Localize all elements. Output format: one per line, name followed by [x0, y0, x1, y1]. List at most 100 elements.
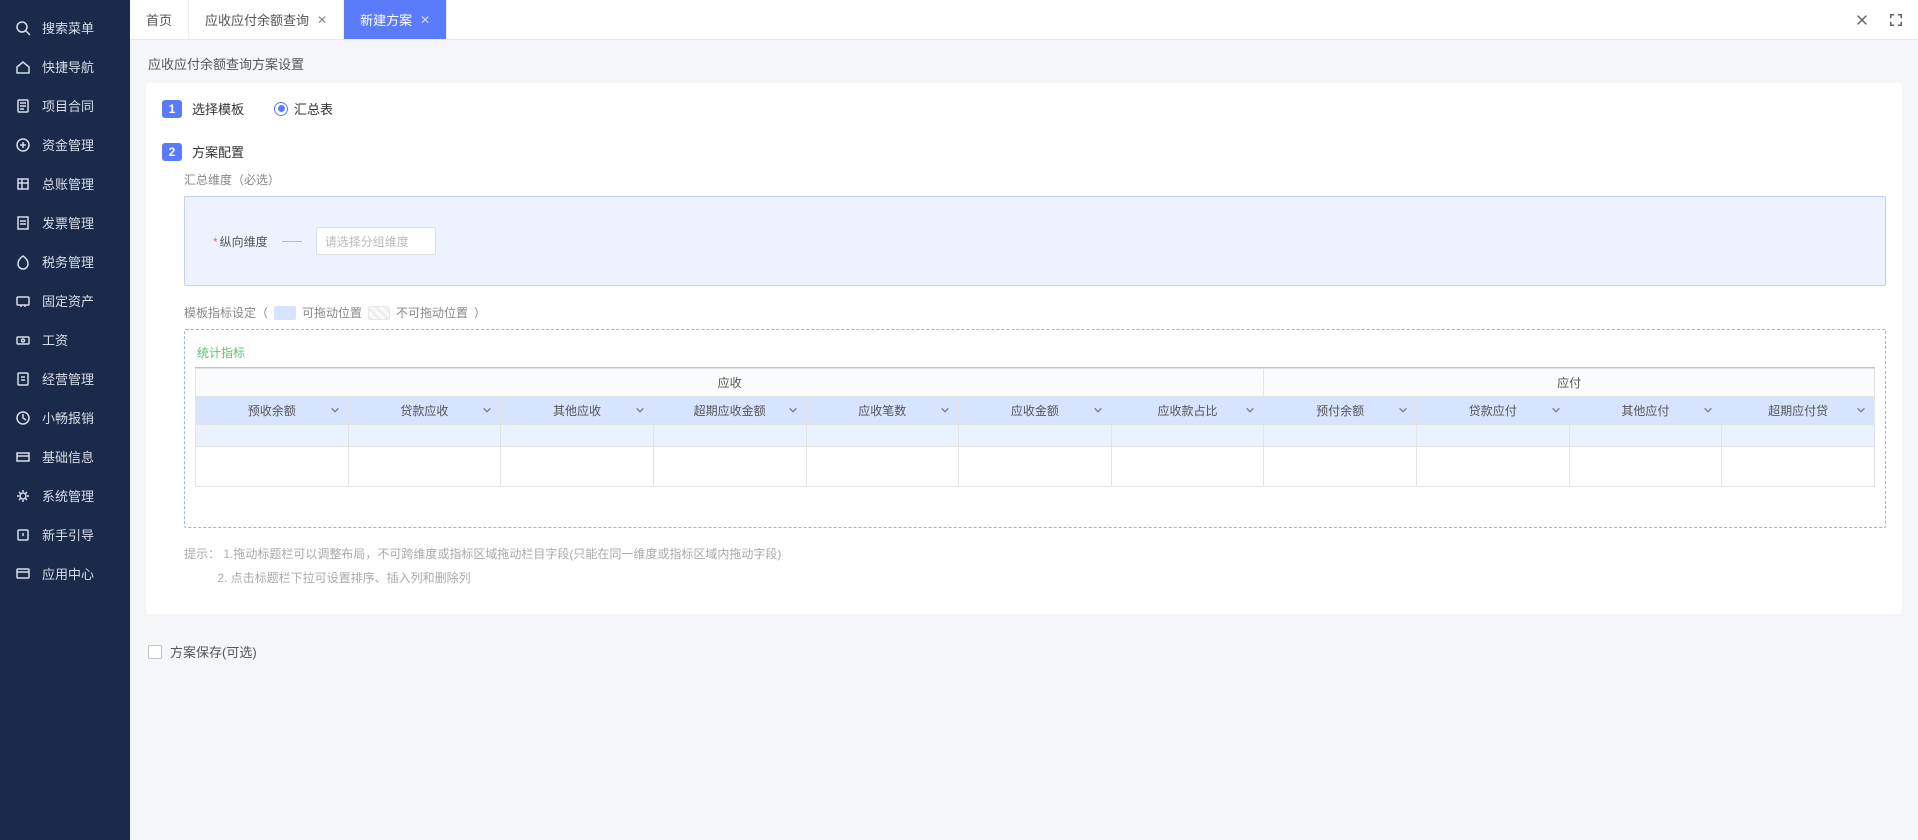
sidebar-item-ledger[interactable]: 总账管理 [0, 164, 130, 203]
blank-cell [1722, 447, 1875, 487]
blank-cell [1569, 447, 1722, 487]
column-header[interactable]: 预付余额 [1264, 397, 1417, 425]
blank-cell [806, 447, 959, 487]
main-area: 首页应收应付余额查询✕新建方案✕ 应收应付余额查询方案设置 1 选择模板 [130, 0, 1918, 840]
contract-icon [14, 97, 32, 115]
column-header[interactable]: 其他应付 [1569, 397, 1722, 425]
chevron-down-icon[interactable] [1551, 404, 1561, 418]
chevron-down-icon[interactable] [1856, 404, 1866, 418]
sidebar-item-apps[interactable]: 应用中心 [0, 554, 130, 593]
sidebar-item-invoice[interactable]: 发票管理 [0, 203, 130, 242]
hint-1: 1.拖动标题栏可以调整布局，不可跨维度或指标区域拖动栏目字段(只能在同一维度或指… [223, 547, 781, 561]
empty-cell [196, 425, 349, 447]
chevron-down-icon[interactable] [482, 404, 492, 418]
radio-icon [274, 102, 288, 116]
column-header[interactable]: 其他应收 [501, 397, 654, 425]
column-header[interactable]: 贷款应付 [1417, 397, 1570, 425]
chevron-down-icon[interactable] [1093, 404, 1103, 418]
step1-row: 1 选择模板 汇总表 [162, 99, 1886, 118]
empty-cell [1111, 425, 1264, 447]
column-label: 预付余额 [1316, 404, 1364, 418]
sidebar-item-tax[interactable]: 税务管理 [0, 242, 130, 281]
hints-prefix: 提示： [184, 547, 220, 561]
save-scheme-checkbox[interactable] [148, 645, 162, 659]
column-header[interactable]: 超期应收金额 [653, 397, 806, 425]
chevron-down-icon[interactable] [940, 404, 950, 418]
hint-2: 2. 点击标题栏下拉可设置排序、插入列和删除列 [217, 571, 470, 585]
sidebar-item-guide[interactable]: 新手引导 [0, 515, 130, 554]
chevron-down-icon[interactable] [1245, 404, 1255, 418]
close-all-tabs-button[interactable] [1850, 8, 1874, 32]
page-title: 应收应付余额查询方案设置 [130, 40, 1918, 83]
home-icon [14, 58, 32, 76]
column-label: 应收款占比 [1158, 404, 1218, 418]
empty-cell [653, 425, 806, 447]
sidebar-item-label: 快捷导航 [42, 57, 94, 76]
tabs-bar: 首页应收应付余额查询✕ 新建方案 ✕ [130, 0, 1918, 40]
chevron-down-icon[interactable] [1703, 404, 1713, 418]
column-header[interactable]: 贷款应收 [348, 397, 501, 425]
sidebar-item-fund[interactable]: 资金管理 [0, 125, 130, 164]
empty-cell [1417, 425, 1570, 447]
sidebar-item-label: 发票管理 [42, 213, 94, 232]
empty-cell [1722, 425, 1875, 447]
legend-nodrag-label: 不可拖动位置 [396, 304, 468, 321]
sidebar-item-asset[interactable]: 固定资产 [0, 281, 130, 320]
sidebar-item-home[interactable]: 快捷导航 [0, 47, 130, 86]
template-radio-summary[interactable]: 汇总表 [274, 99, 333, 118]
column-label: 贷款应收 [400, 404, 448, 418]
invoice-icon [14, 214, 32, 232]
vertical-dim-select[interactable]: 请选择分组维度 [316, 227, 436, 255]
required-star: * [213, 235, 218, 249]
legend-swatch-draggable [274, 306, 296, 320]
column-label: 贷款应付 [1469, 404, 1517, 418]
empty-cell [1264, 425, 1417, 447]
chevron-down-icon[interactable] [635, 404, 645, 418]
blank-cell [1264, 447, 1417, 487]
chevron-down-icon[interactable] [788, 404, 798, 418]
summary-dim-label: 汇总维度（必选） [184, 171, 1886, 188]
guide-icon [14, 526, 32, 544]
step1-number: 1 [162, 100, 182, 118]
sidebar-item-info[interactable]: 基础信息 [0, 437, 130, 476]
tab-close-icon[interactable]: ✕ [317, 13, 327, 27]
sidebar-item-label: 项目合同 [42, 96, 94, 115]
column-label: 应收金额 [1011, 404, 1059, 418]
column-header[interactable]: 超期应付贷 [1722, 397, 1875, 425]
info-icon [14, 448, 32, 466]
save-row: 方案保存(可选) [130, 630, 1918, 673]
sidebar-item-label: 新手引导 [42, 525, 94, 544]
save-scheme-label: 方案保存(可选) [170, 642, 257, 661]
legend-suffix: ） [474, 304, 486, 321]
tab-close-icon[interactable]: ✕ [420, 13, 430, 27]
dimension-box: *纵向维度 请选择分组维度 [184, 196, 1886, 286]
tab-应收应付余额查询[interactable]: 应收应付余额查询✕ [189, 0, 344, 39]
sidebar-item-system[interactable]: 系统管理 [0, 476, 130, 515]
group-header: 应收 [196, 369, 1264, 397]
indicator-blank-row [196, 447, 1875, 487]
fullscreen-button[interactable] [1884, 8, 1908, 32]
tab-首页[interactable]: 首页 [130, 0, 189, 39]
sidebar-item-label: 经营管理 [42, 369, 94, 388]
app-root: 搜索菜单快捷导航项目合同资金管理总账管理发票管理税务管理固定资产工资经营管理小畅… [0, 0, 1918, 840]
chevron-down-icon[interactable] [330, 404, 340, 418]
column-header[interactable]: 应收金额 [959, 397, 1112, 425]
tab-新建方案[interactable]: 新建方案 ✕ [344, 0, 447, 39]
sidebar-item-business[interactable]: 经营管理 [0, 359, 130, 398]
tabs-bar-right [1850, 0, 1918, 39]
vertical-dim-placeholder: 请选择分组维度 [325, 233, 409, 250]
column-header[interactable]: 应收款占比 [1111, 397, 1264, 425]
sidebar-item-contract[interactable]: 项目合同 [0, 86, 130, 125]
column-header[interactable]: 应收笔数 [806, 397, 959, 425]
sidebar-item-salary[interactable]: 工资 [0, 320, 130, 359]
step2-row: 2 方案配置 [162, 142, 1886, 161]
column-header[interactable]: 预收余额 [196, 397, 349, 425]
sidebar-item-search[interactable]: 搜索菜单 [0, 8, 130, 47]
blank-cell [196, 447, 349, 487]
tab-label: 新建方案 [360, 10, 412, 29]
sidebar-item-reimburse[interactable]: 小畅报销 [0, 398, 130, 437]
tax-icon [14, 253, 32, 271]
column-label: 其他应付 [1621, 404, 1669, 418]
chevron-down-icon[interactable] [1398, 404, 1408, 418]
legend-drag-label: 可拖动位置 [302, 304, 362, 321]
